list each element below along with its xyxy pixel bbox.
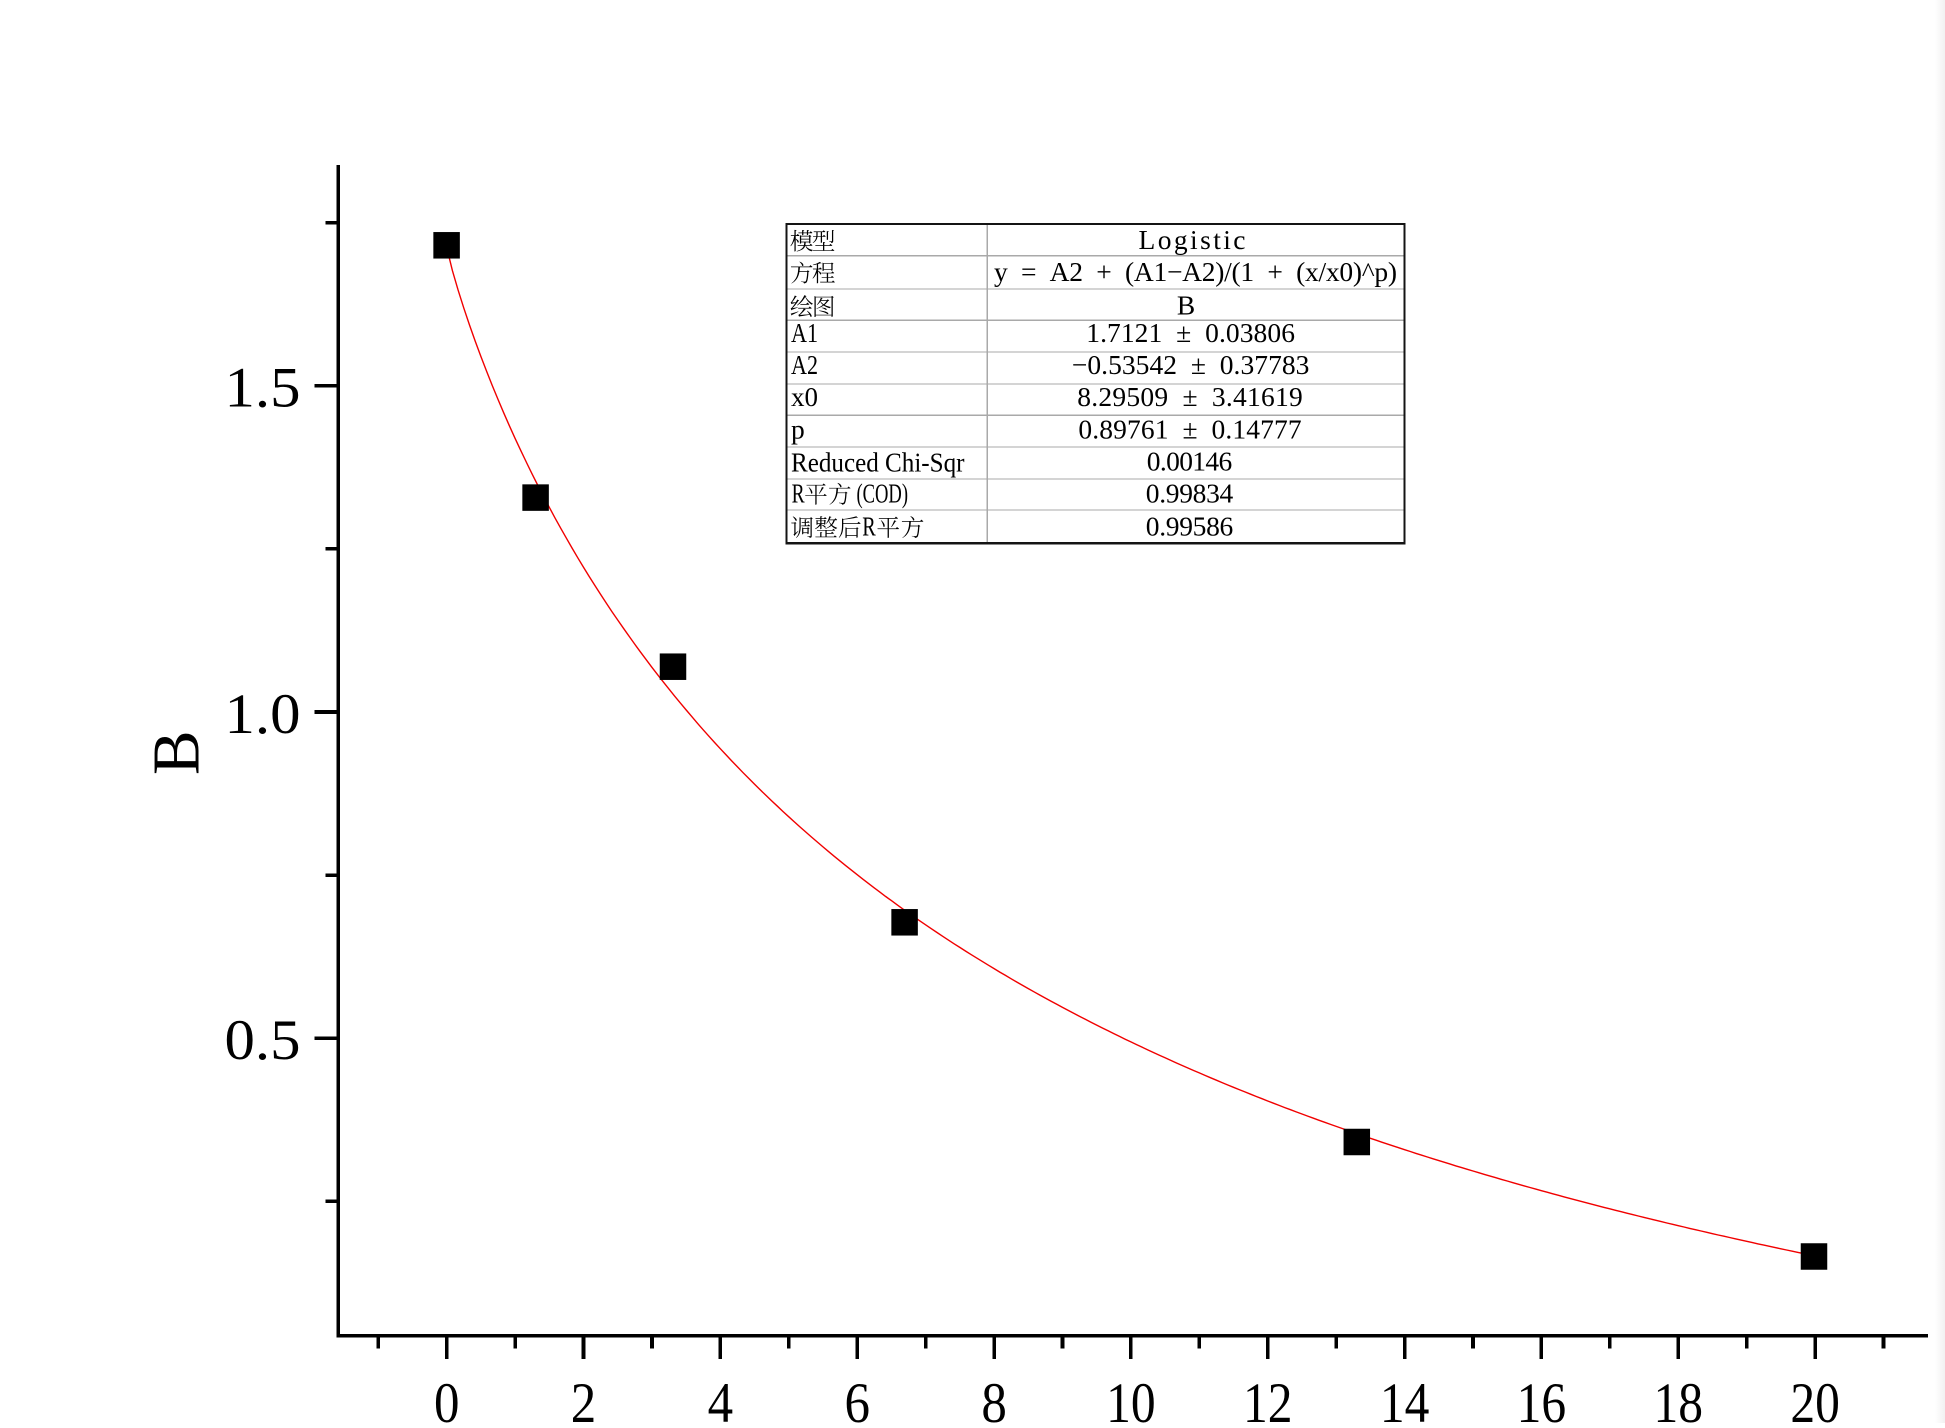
svg-text:1.0: 1.0: [225, 683, 301, 746]
svg-text:18: 18: [1654, 1372, 1704, 1423]
svg-text:0.5: 0.5: [225, 1009, 301, 1072]
svg-text:p: p: [791, 414, 805, 445]
svg-text:Logistic: Logistic: [1139, 224, 1246, 255]
svg-text:0: 0: [434, 1372, 460, 1423]
svg-text:A2: A2: [791, 349, 818, 380]
svg-text:0.99586: 0.99586: [1146, 511, 1234, 542]
svg-text:4: 4: [708, 1372, 734, 1423]
svg-text:16: 16: [1517, 1372, 1567, 1423]
svg-text:0.99834: 0.99834: [1146, 477, 1234, 508]
svg-text:10: 10: [1106, 1372, 1156, 1423]
svg-text:8: 8: [981, 1372, 1007, 1423]
svg-text:0.00146: 0.00146: [1147, 446, 1233, 477]
svg-text:8.29509 ± 3.41619: 8.29509 ± 3.41619: [1077, 381, 1303, 412]
svg-text:x0: x0: [791, 381, 818, 412]
svg-text:14: 14: [1380, 1372, 1430, 1423]
svg-text:(COD): (COD): [857, 477, 909, 508]
svg-text:1.5: 1.5: [225, 357, 301, 420]
svg-text:2: 2: [571, 1372, 597, 1423]
svg-text:y = A2 + (A1−A2)/(1 + (x/x0)^p: y = A2 + (A1−A2)/(1 + (x/x0)^p): [994, 256, 1397, 287]
svg-text:1.7121 ± 0.03806: 1.7121 ± 0.03806: [1086, 317, 1295, 348]
svg-text:B: B: [1177, 290, 1195, 321]
svg-text:A1: A1: [791, 317, 818, 348]
svg-text:20: 20: [1790, 1372, 1840, 1423]
svg-text:0.89761 ± 0.14777: 0.89761 ± 0.14777: [1078, 414, 1301, 445]
svg-text:−0.53542 ± 0.37783: −0.53542 ± 0.37783: [1072, 349, 1310, 380]
svg-text:R: R: [862, 511, 876, 542]
svg-text:R: R: [792, 477, 805, 508]
svg-text:Reduced Chi-Sqr: Reduced Chi-Sqr: [791, 447, 965, 478]
svg-text:B: B: [139, 730, 213, 775]
svg-text:6: 6: [844, 1372, 870, 1423]
svg-text:12: 12: [1243, 1372, 1293, 1423]
